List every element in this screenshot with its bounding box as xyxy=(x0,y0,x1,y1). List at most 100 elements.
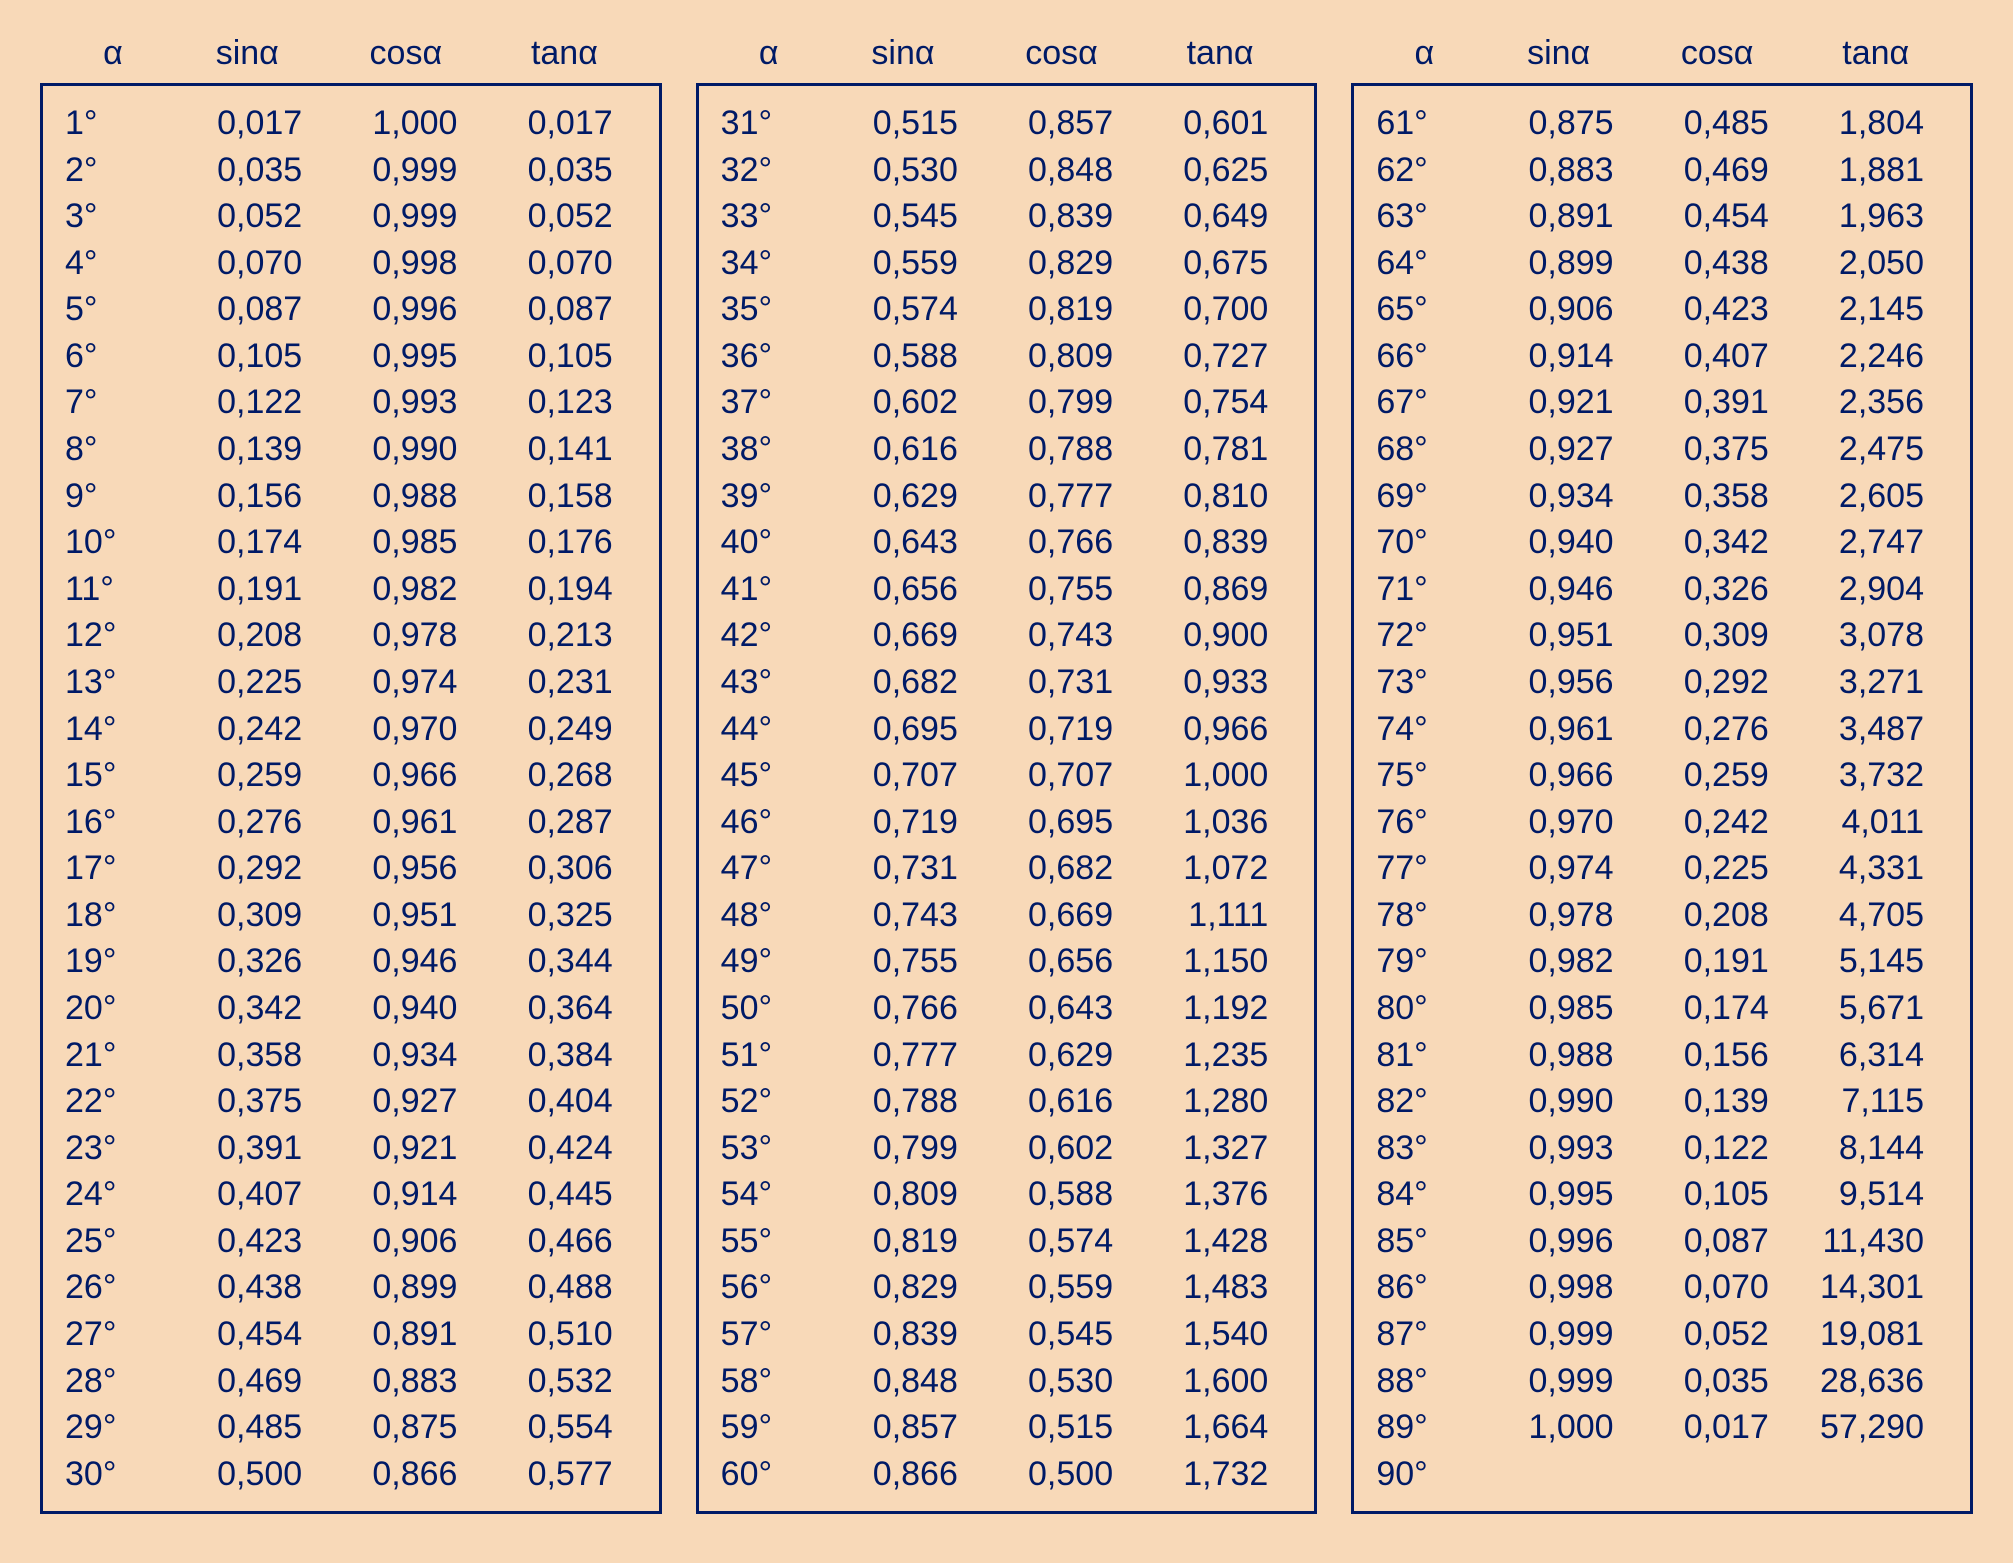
sin-cell: 0,485 xyxy=(175,1404,330,1451)
cos-cell xyxy=(1642,1451,1797,1498)
sin-cell: 0,934 xyxy=(1486,473,1641,520)
cos-cell: 0,052 xyxy=(1642,1311,1797,1358)
tan-cell: 0,035 xyxy=(485,147,640,194)
angle-cell: 9° xyxy=(61,473,175,520)
tan-cell: 0,933 xyxy=(1141,659,1296,706)
cos-cell: 0,999 xyxy=(330,147,485,194)
table-row: 53°0,7990,6021,327 xyxy=(717,1125,1297,1172)
tan-cell: 1,881 xyxy=(1797,147,1952,194)
sin-cell: 0,777 xyxy=(831,1032,986,1079)
table-row: 68°0,9270,3752,475 xyxy=(1372,426,1952,473)
sin-cell: 0,035 xyxy=(175,147,330,194)
angle-cell: 3° xyxy=(61,193,175,240)
angle-cell: 65° xyxy=(1372,286,1486,333)
sin-cell: 0,848 xyxy=(831,1358,986,1405)
cos-cell: 0,174 xyxy=(1642,985,1797,1032)
cos-cell: 0,656 xyxy=(986,938,1141,985)
sin-cell: 0,139 xyxy=(175,426,330,473)
table-row: 54°0,8090,5881,376 xyxy=(717,1171,1297,1218)
cos-cell: 0,682 xyxy=(986,845,1141,892)
table-row: 11°0,1910,9820,194 xyxy=(61,566,641,613)
tan-cell: 1,540 xyxy=(1141,1311,1296,1358)
cos-cell: 0,423 xyxy=(1642,286,1797,333)
table-row: 59°0,8570,5151,664 xyxy=(717,1404,1297,1451)
table-row: 5°0,0870,9960,087 xyxy=(61,286,641,333)
table-box: 1°0,0171,0000,0172°0,0350,9990,0353°0,05… xyxy=(40,83,662,1514)
tan-cell: 3,487 xyxy=(1797,706,1952,753)
cos-cell: 0,500 xyxy=(986,1451,1141,1498)
angle-cell: 58° xyxy=(717,1358,831,1405)
table-row: 82°0,9900,1397,115 xyxy=(1372,1078,1952,1125)
sin-cell: 0,799 xyxy=(831,1125,986,1172)
cos-cell: 0,829 xyxy=(986,240,1141,287)
header-alpha: α xyxy=(714,34,824,73)
angle-cell: 60° xyxy=(717,1451,831,1498)
tan-cell: 0,601 xyxy=(1141,100,1296,147)
table-row: 40°0,6430,7660,839 xyxy=(717,519,1297,566)
sin-cell: 0,682 xyxy=(831,659,986,706)
table-row: 36°0,5880,8090,727 xyxy=(717,333,1297,380)
sin-cell: 0,191 xyxy=(175,566,330,613)
sin-cell: 0,891 xyxy=(1486,193,1641,240)
angle-cell: 86° xyxy=(1372,1264,1486,1311)
cos-cell: 0,731 xyxy=(986,659,1141,706)
cos-cell: 0,985 xyxy=(330,519,485,566)
sin-cell: 0,438 xyxy=(175,1264,330,1311)
table-row: 41°0,6560,7550,869 xyxy=(717,566,1297,613)
cos-cell: 0,695 xyxy=(986,799,1141,846)
table-row: 69°0,9340,3582,605 xyxy=(1372,473,1952,520)
table-row: 26°0,4380,8990,488 xyxy=(61,1264,641,1311)
table-row: 62°0,8830,4691,881 xyxy=(1372,147,1952,194)
tan-cell: 1,111 xyxy=(1141,892,1296,939)
cos-cell: 0,242 xyxy=(1642,799,1797,846)
sin-cell: 0,819 xyxy=(831,1218,986,1265)
cos-cell: 0,875 xyxy=(330,1404,485,1451)
sin-cell: 0,454 xyxy=(175,1311,330,1358)
angle-cell: 24° xyxy=(61,1171,175,1218)
sin-cell: 0,629 xyxy=(831,473,986,520)
table-row: 73°0,9560,2923,271 xyxy=(1372,659,1952,706)
cos-cell: 0,927 xyxy=(330,1078,485,1125)
cos-cell: 0,375 xyxy=(1642,426,1797,473)
column-headers: αsinαcosαtanα xyxy=(40,34,662,83)
angle-cell: 10° xyxy=(61,519,175,566)
cos-cell: 0,574 xyxy=(986,1218,1141,1265)
angle-cell: 6° xyxy=(61,333,175,380)
sin-cell: 0,996 xyxy=(1486,1218,1641,1265)
tan-cell: 0,445 xyxy=(485,1171,640,1218)
sin-cell: 0,766 xyxy=(831,985,986,1032)
tan-cell: 1,192 xyxy=(1141,985,1296,1032)
angle-cell: 5° xyxy=(61,286,175,333)
cos-cell: 0,292 xyxy=(1642,659,1797,706)
cos-cell: 0,259 xyxy=(1642,752,1797,799)
sin-cell: 0,358 xyxy=(175,1032,330,1079)
cos-cell: 0,788 xyxy=(986,426,1141,473)
tan-cell: 8,144 xyxy=(1797,1125,1952,1172)
cos-cell: 0,993 xyxy=(330,379,485,426)
sin-cell: 0,995 xyxy=(1486,1171,1641,1218)
table-box: 31°0,5150,8570,60132°0,5300,8480,62533°0… xyxy=(696,83,1318,1514)
header-cos: cosα xyxy=(327,34,486,73)
cos-cell: 0,998 xyxy=(330,240,485,287)
angle-cell: 75° xyxy=(1372,752,1486,799)
sin-cell: 0,326 xyxy=(175,938,330,985)
sin-cell: 0,656 xyxy=(831,566,986,613)
cos-cell: 0,966 xyxy=(330,752,485,799)
tan-cell: 0,649 xyxy=(1141,193,1296,240)
table-row: 44°0,6950,7190,966 xyxy=(717,706,1297,753)
table-row: 39°0,6290,7770,810 xyxy=(717,473,1297,520)
tan-cell: 1,483 xyxy=(1141,1264,1296,1311)
angle-cell: 42° xyxy=(717,612,831,659)
sin-cell: 0,342 xyxy=(175,985,330,1032)
tan-cell: 0,966 xyxy=(1141,706,1296,753)
angle-cell: 63° xyxy=(1372,193,1486,240)
angle-cell: 36° xyxy=(717,333,831,380)
tan-cell: 28,636 xyxy=(1797,1358,1952,1405)
table-row: 85°0,9960,08711,430 xyxy=(1372,1218,1952,1265)
cos-cell: 0,276 xyxy=(1642,706,1797,753)
table-row: 77°0,9740,2254,331 xyxy=(1372,845,1952,892)
tan-cell: 0,532 xyxy=(485,1358,640,1405)
tan-cell: 0,727 xyxy=(1141,333,1296,380)
header-tan: tanα xyxy=(1141,34,1300,73)
tan-cell: 0,404 xyxy=(485,1078,640,1125)
